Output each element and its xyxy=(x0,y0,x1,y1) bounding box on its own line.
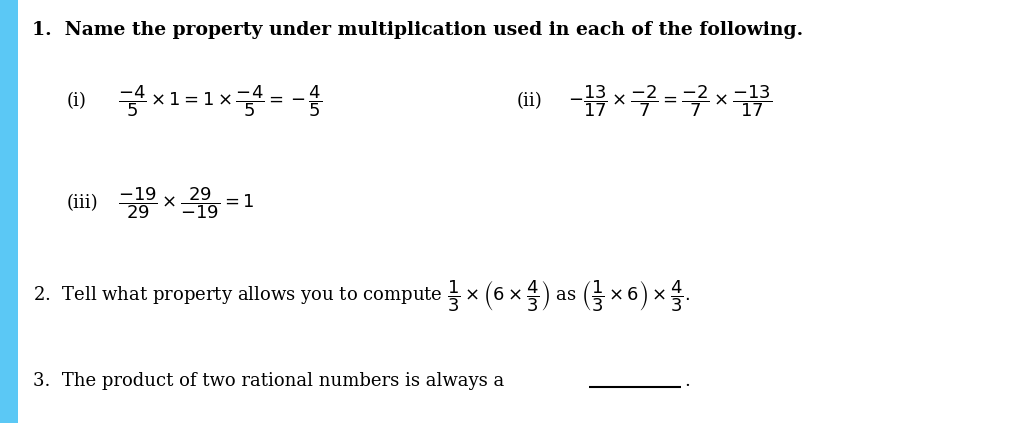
Text: 1.  Name the property under multiplication used in each of the following.: 1. Name the property under multiplicatio… xyxy=(32,21,803,38)
Text: (i): (i) xyxy=(67,93,86,110)
Text: $\dfrac{-4}{5} \times 1 = 1 \times \dfrac{-4}{5} = -\dfrac{4}{5}$: $\dfrac{-4}{5} \times 1 = 1 \times \dfra… xyxy=(118,84,323,119)
Text: (ii): (ii) xyxy=(517,93,543,110)
Text: $\dfrac{-19}{29} \times \dfrac{29}{-19} = 1$: $\dfrac{-19}{29} \times \dfrac{29}{-19} … xyxy=(118,185,254,221)
Text: .: . xyxy=(684,372,690,390)
Text: $-\dfrac{13}{17} \times \dfrac{-2}{7} = \dfrac{-2}{7} \times \dfrac{-13}{17}$: $-\dfrac{13}{17} \times \dfrac{-2}{7} = … xyxy=(568,84,772,119)
Text: 3.  The product of two rational numbers is always a: 3. The product of two rational numbers i… xyxy=(33,372,504,390)
Text: (iii): (iii) xyxy=(67,194,98,212)
Text: 2.  Tell what property allows you to compute $\dfrac{1}{3} \times \left(6 \times: 2. Tell what property allows you to comp… xyxy=(33,278,689,314)
Bar xyxy=(0,0,18,423)
